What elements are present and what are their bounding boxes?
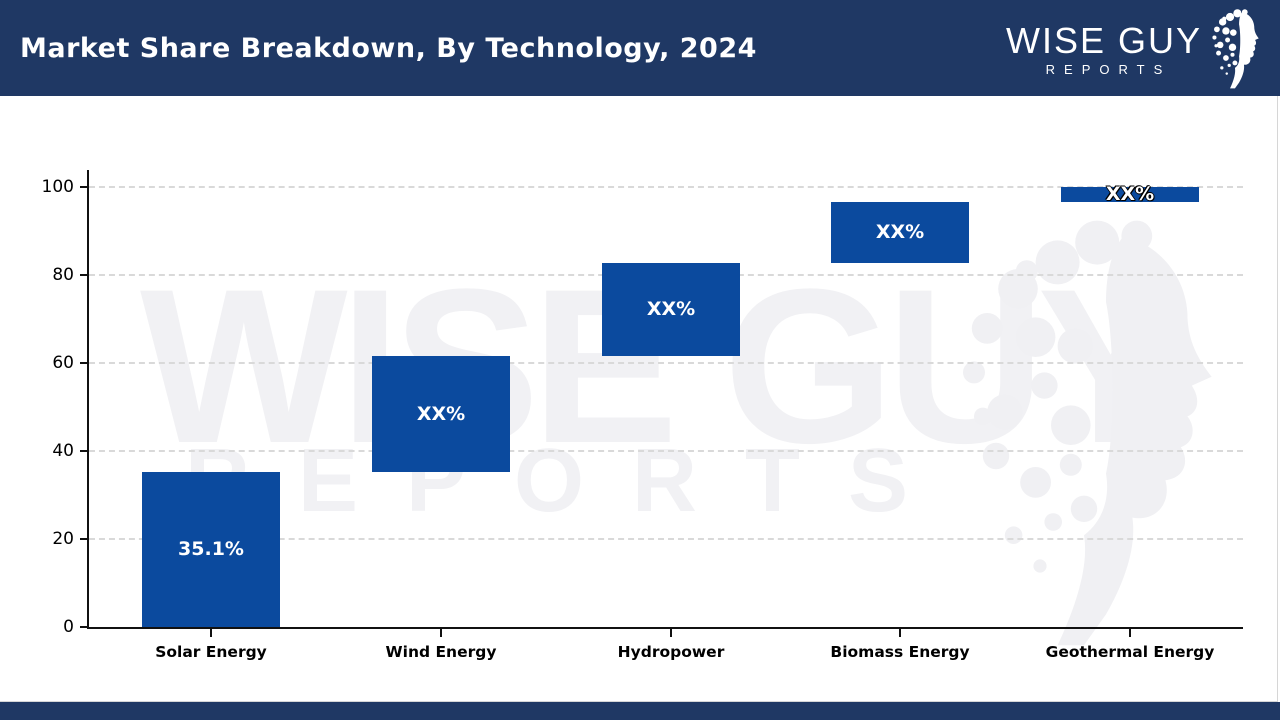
y-axis-tick	[80, 449, 89, 452]
page-title: Market Share Breakdown, By Technology, 2…	[20, 32, 757, 64]
y-tick-label: 40	[52, 440, 74, 461]
header-bar: Market Share Breakdown, By Technology, 2…	[0, 0, 1280, 96]
y-axis-tick	[80, 185, 89, 188]
bar-value-label: 35.1%	[178, 538, 244, 561]
x-axis-tick	[670, 629, 672, 637]
gridline	[89, 361, 1243, 364]
x-axis-tick	[1129, 629, 1131, 637]
x-tick-label: Wind Energy	[385, 643, 497, 661]
gridline	[89, 185, 1243, 188]
y-tick-label: 100	[41, 176, 74, 197]
y-tick-label: 0	[63, 617, 74, 637]
brand-logo: WISE GUY REPORTS	[1006, 6, 1268, 92]
x-axis-tick	[899, 629, 901, 637]
x-axis-tick	[210, 629, 212, 637]
x-axis-tick	[440, 629, 442, 637]
gridline	[89, 449, 1243, 452]
bar-value-label: XX%	[416, 402, 466, 425]
y-axis-spine	[87, 170, 89, 629]
footer-bar	[0, 702, 1280, 720]
y-tick-label: 20	[52, 528, 74, 549]
brand-subname: REPORTS	[1045, 61, 1172, 77]
bar-solar-energy: 35.1%	[142, 472, 280, 627]
brand-text: WISE GUY REPORTS	[1005, 19, 1202, 77]
y-tick-label: 80	[52, 264, 74, 285]
bar-value-label: XX%	[646, 298, 696, 321]
y-axis-tick	[80, 273, 89, 276]
y-axis-tick	[80, 361, 89, 364]
x-axis-spine	[87, 627, 1243, 629]
x-tick-label: Geothermal Energy	[1045, 643, 1215, 661]
bar-wind-energy: XX%	[372, 356, 510, 473]
bar-value-label: XX%	[1105, 182, 1155, 205]
brand-name: WISE GUY	[1005, 19, 1202, 61]
y-axis-tick	[80, 537, 89, 540]
y-axis-tick	[80, 626, 89, 628]
x-tick-label: Solar Energy	[155, 643, 267, 661]
y-tick-label: 60	[52, 352, 74, 373]
x-tick-label: Biomass Energy	[830, 643, 970, 661]
bar-hydropower: XX%	[602, 263, 740, 357]
bar-biomass-energy: XX%	[831, 202, 969, 264]
gridline	[89, 537, 1243, 540]
x-tick-label: Hydropower	[617, 643, 725, 661]
bar-value-label: XX%	[875, 221, 925, 244]
bar-geothermal-energy: XX%	[1061, 182, 1199, 205]
